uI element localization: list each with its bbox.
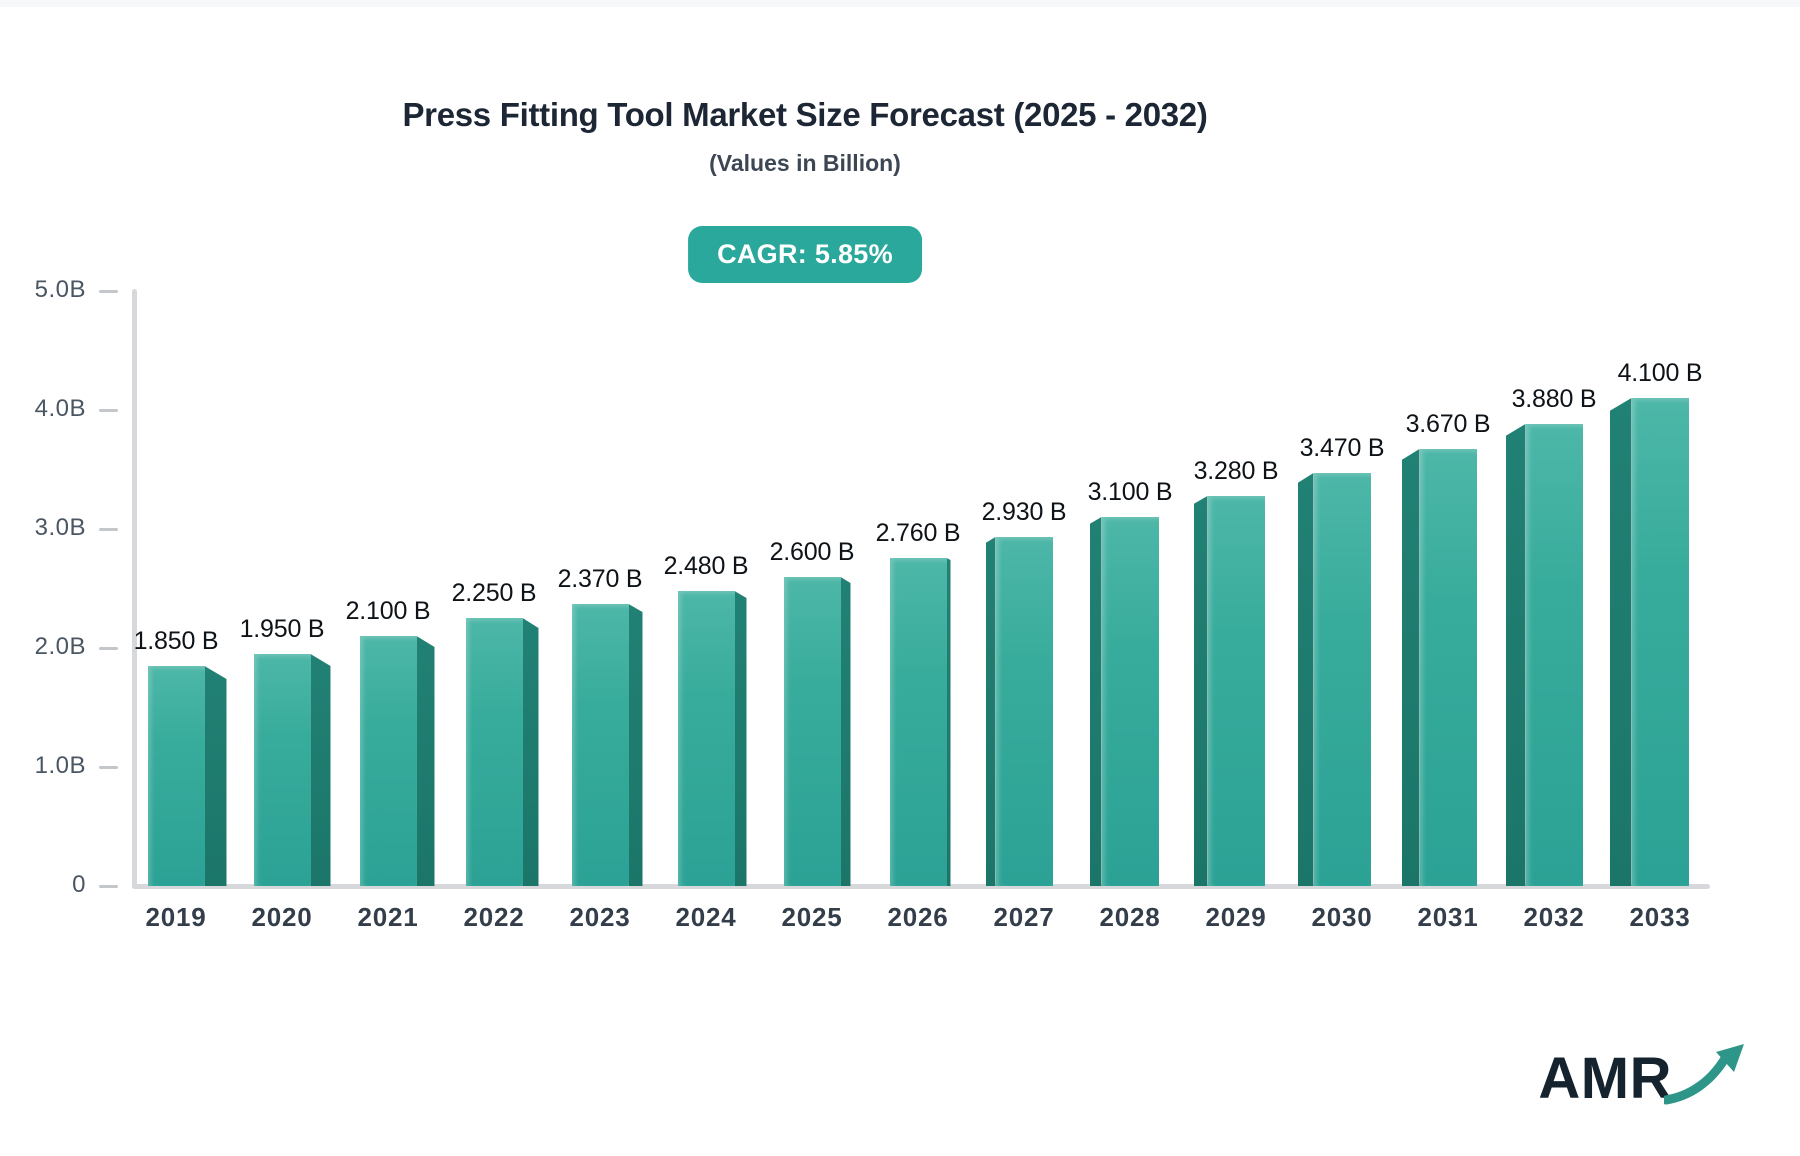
bar-side-face [985,537,996,886]
x-axis-label: 2023 [569,902,631,932]
y-axis-label: 2.0B [34,633,86,660]
bar-side-face [734,591,747,886]
y-axis-label: 5.0B [34,276,86,303]
x-axis-label: 2019 [145,902,207,932]
x-axis-label: 2021 [357,902,419,932]
bar-side-face [1297,473,1314,886]
x-axis-label: 2026 [887,902,949,932]
bar-front-face [1207,496,1265,886]
x-axis-label: 2025 [781,902,843,932]
bar-front-face [147,666,205,886]
bar-value-label: 3.280 B [1193,457,1279,485]
x-axis-label: 2030 [1311,902,1373,932]
bar-side-face [946,558,951,886]
y-axis-label: 4.0B [34,395,86,422]
bar-value-label: 3.880 B [1511,385,1597,413]
x-axis-label: 2031 [1417,902,1479,932]
x-axis-label: 2032 [1523,902,1585,932]
bar-side-face [1401,449,1420,886]
amr-logo: AMR [1538,1044,1748,1108]
bar-value-label: 3.670 B [1405,410,1491,438]
chart-subtitle: (Values in Billion) [709,150,901,176]
y-axis-tick [99,766,118,769]
bar-side-face [416,636,435,886]
bar-value-label: 1.950 B [239,615,325,643]
amr-logo-text: AMR [1538,1046,1672,1111]
bar-side-face [840,577,851,886]
bar-front-face [359,636,417,886]
y-axis-label: 1.0B [34,752,86,779]
bar-side-face [522,618,539,886]
bar-side-face [204,666,227,886]
y-axis-tick [99,290,118,293]
chart-title: Press Fitting Tool Market Size Forecast … [402,96,1208,133]
cagr-badge: CAGR: 5.85% [688,226,922,283]
bar-front-face [783,577,841,886]
bar-side-face [310,654,331,886]
y-axis-tick [99,647,118,650]
growth-arrow-icon [1664,1044,1744,1105]
bar-side-face [1505,424,1526,886]
x-axis-label: 2027 [993,902,1055,932]
x-axis-label: 2029 [1205,902,1267,932]
bar-front-face [1313,473,1371,886]
bar-front-face [995,537,1053,886]
bar-front-face [1419,449,1477,886]
bar-value-label: 2.100 B [345,597,431,625]
x-axis-label: 2028 [1099,902,1161,932]
y-axis-label: 0 [72,871,86,898]
bar-front-face [1631,398,1689,886]
x-axis-label: 2020 [251,902,313,932]
y-axis-label: 3.0B [34,514,86,541]
y-axis-line [132,289,137,889]
bar-side-face [628,604,643,886]
bar-front-face [253,654,311,886]
bar-side-face [1193,496,1208,886]
bar-value-label: 3.470 B [1299,434,1385,462]
x-axis-line [132,884,1710,889]
bar-side-face [1609,398,1632,886]
bar-value-label: 1.850 B [133,627,219,655]
bar-side-face [1089,517,1102,886]
bar-front-face [889,558,947,886]
bar-value-label: 2.930 B [981,498,1067,526]
y-axis-tick [99,885,118,888]
bar-value-label: 4.100 B [1617,359,1703,387]
bar-front-face [1101,517,1159,886]
bar-front-face [571,604,629,886]
y-axis-tick [99,409,118,412]
bar-value-label: 2.760 B [875,519,961,547]
x-axis-label: 2033 [1629,902,1691,932]
bar-value-label: 2.600 B [769,538,855,566]
page-edge-strip [0,0,1800,7]
bar-value-label: 2.250 B [451,579,537,607]
y-axis-tick [99,528,118,531]
bar-value-label: 2.480 B [663,552,749,580]
x-axis-label: 2022 [463,902,525,932]
bar-front-face [1525,424,1583,886]
bar-front-face [465,618,523,886]
bar-value-label: 3.100 B [1087,478,1173,506]
bar-front-face [677,591,735,886]
x-axis-label: 2024 [675,902,737,932]
bar-value-label: 2.370 B [557,565,643,593]
